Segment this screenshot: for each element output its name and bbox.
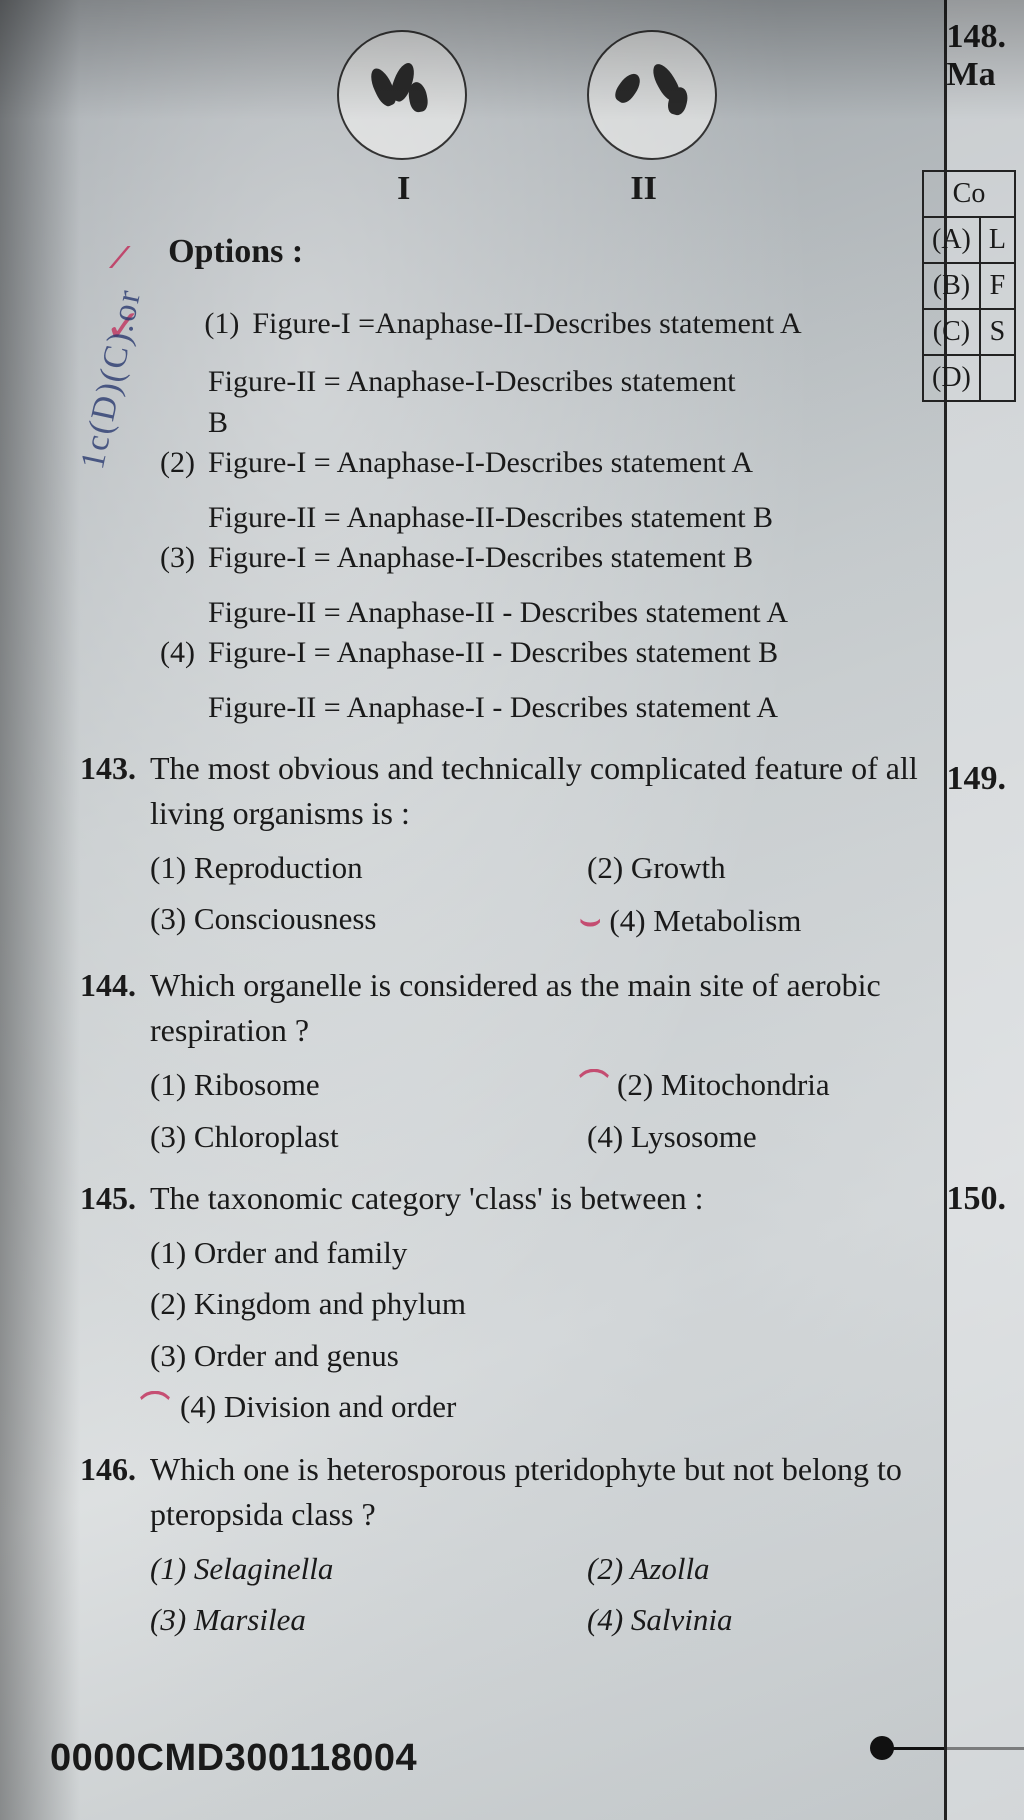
right-rD: (D) [923, 355, 980, 401]
option-1: ✓ (1)Figure-I =Anaphase-II-Describes sta… [160, 289, 994, 348]
q146-a1: (1) Selaginella [150, 1547, 557, 1590]
option-1-line2: Figure-II = Anaphase-I-Describes stateme… [208, 362, 994, 403]
exam-page: I II ⟋ Options : ✓ (1)Figure-I =Anaphase… [0, 0, 1024, 1820]
curve-mark-icon: ⌒ [579, 1069, 609, 1102]
curve-mark-icon: ⌣ [579, 902, 601, 939]
handwritten-annotation: 1c(D)(C).or [74, 285, 149, 472]
option-3: (3)Figure-I = Anaphase-I-Describes state… [160, 538, 994, 579]
q145-text: The taxonomic category 'class' is betwee… [150, 1176, 994, 1221]
q150-num: 150. [947, 1180, 1007, 1218]
q146-a3: (3) Marsilea [150, 1598, 557, 1641]
pen-curve-icon: ⟋ [110, 243, 130, 274]
q145-a1: (1) Order and family [150, 1231, 994, 1274]
option-4-num: (4) [160, 633, 208, 674]
figure-2-label: II [630, 170, 656, 208]
option-2-line1: Figure-I = Anaphase-I-Describes statemen… [208, 446, 753, 479]
q144-text: Which organelle is considered as the mai… [150, 963, 994, 1053]
q145-a3: (3) Order and genus [150, 1334, 994, 1377]
q145-a4: ⌒(4) Division and order [150, 1385, 994, 1429]
q143-num: 143. [60, 746, 150, 945]
q143-a3: (3) Consciousness [150, 897, 557, 945]
q146-a4: (4) Salvinia [587, 1598, 994, 1641]
q143-text: The most obvious and technically complic… [150, 746, 994, 836]
option-1-line1: Figure-I =Anaphase-II-Describes statemen… [252, 307, 801, 340]
q146-num: 146. [60, 1447, 150, 1641]
figure-1 [337, 30, 467, 160]
figures-row [60, 30, 994, 160]
option-4-line2: Figure-II = Anaphase-I - Describes state… [208, 688, 994, 729]
q148-num: 148. Ma [947, 18, 1007, 94]
option-2-line2: Figure-II = Anaphase-II-Describes statem… [208, 498, 994, 539]
q145-num: 145. [60, 1176, 150, 1429]
q144-a3: (3) Chloroplast [150, 1115, 557, 1158]
q144-num: 144. [60, 963, 150, 1158]
option-3-line2: Figure-II = Anaphase-II - Describes stat… [208, 593, 994, 634]
right-column: 148. Ma Co (A)L (B)F (C)S (D) 149. 150. [944, 0, 1024, 1820]
curve-mark-icon: ⌒ [140, 1391, 170, 1424]
q149-num: 149. [947, 760, 1007, 798]
option-2-num: (2) [160, 443, 208, 484]
q145-a2: (2) Kingdom and phylum [150, 1282, 994, 1325]
figure-labels: I II [60, 170, 994, 208]
option-1-line3: B [208, 403, 994, 444]
right-table: Co (A)L (B)F (C)S (D) [922, 170, 1016, 402]
footer-code: 0000CMD300118004 [50, 1737, 417, 1780]
option-3-line1: Figure-I = Anaphase-I-Describes statemen… [208, 541, 753, 574]
right-rBv: F [980, 263, 1015, 309]
figure-1-label: I [397, 170, 410, 208]
q143-a2: (2) Growth [587, 846, 994, 889]
right-rB: (B) [923, 263, 980, 309]
right-rA: (A) [923, 217, 980, 263]
q144-a2: ⌒(2) Mitochondria [587, 1063, 994, 1107]
right-rAv: L [980, 217, 1015, 263]
option-4-line1: Figure-I = Anaphase-II - Describes state… [208, 636, 778, 669]
right-rCv: S [980, 309, 1015, 355]
options-header: ⟋ Options : [140, 233, 994, 271]
option-3-num: (3) [160, 538, 208, 579]
right-rDv [980, 355, 1015, 401]
question-143: 143. The most obvious and technically co… [60, 746, 994, 945]
q146-text: Which one is heterosporous pteridophyte … [150, 1447, 994, 1537]
question-146: 146. Which one is heterosporous pteridop… [60, 1447, 994, 1641]
q143-a4: ⌣(4) Metabolism [587, 897, 994, 945]
right-rC: (C) [923, 309, 980, 355]
figure-2 [587, 30, 717, 160]
option-2: (2)Figure-I = Anaphase-I-Describes state… [160, 443, 994, 484]
q144-a4: (4) Lysosome [587, 1115, 994, 1158]
q144-a1: (1) Ribosome [150, 1063, 557, 1107]
question-145: 145. The taxonomic category 'class' is b… [60, 1176, 994, 1429]
option-1-num: (1) [204, 304, 252, 345]
question-144: 144. Which organelle is considered as th… [60, 963, 994, 1158]
q146-a2: (2) Azolla [587, 1547, 994, 1590]
q143-a1: (1) Reproduction [150, 846, 557, 889]
option-4: (4)Figure-I = Anaphase-II - Describes st… [160, 633, 994, 674]
right-col-head: Co [923, 171, 1015, 217]
